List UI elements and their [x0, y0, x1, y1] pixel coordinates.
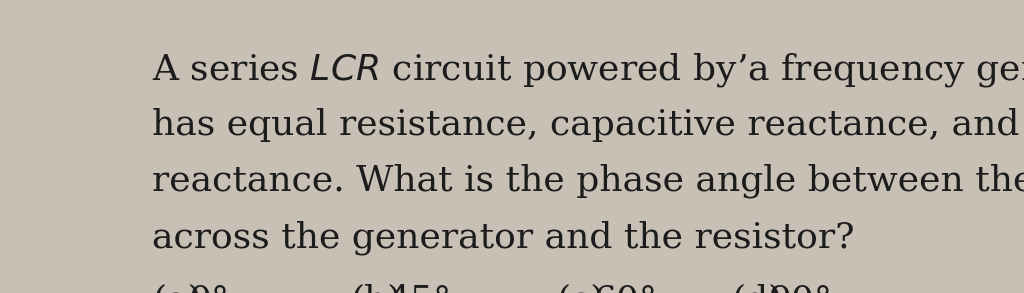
- Text: 60°: 60°: [594, 283, 657, 293]
- Text: across the generator and the resistor?: across the generator and the resistor?: [152, 220, 854, 255]
- Text: (b): (b): [350, 283, 401, 293]
- Text: 0°: 0°: [189, 283, 230, 293]
- Text: (d): (d): [731, 283, 782, 293]
- Text: (a): (a): [152, 283, 202, 293]
- Text: 90°: 90°: [768, 283, 833, 293]
- Text: A series $\mathit{LCR}$ circuit powered byʼa frequency generator: A series $\mathit{LCR}$ circuit powered …: [152, 51, 1024, 89]
- Text: has equal resistance, capacitive reactance, and inductive̅: has equal resistance, capacitive reactan…: [152, 107, 1024, 142]
- Text: reactance. What is the phase angle between the voltages: reactance. What is the phase angle betwe…: [152, 164, 1024, 198]
- Text: 45°: 45°: [387, 283, 452, 293]
- Text: (c): (c): [557, 283, 605, 293]
